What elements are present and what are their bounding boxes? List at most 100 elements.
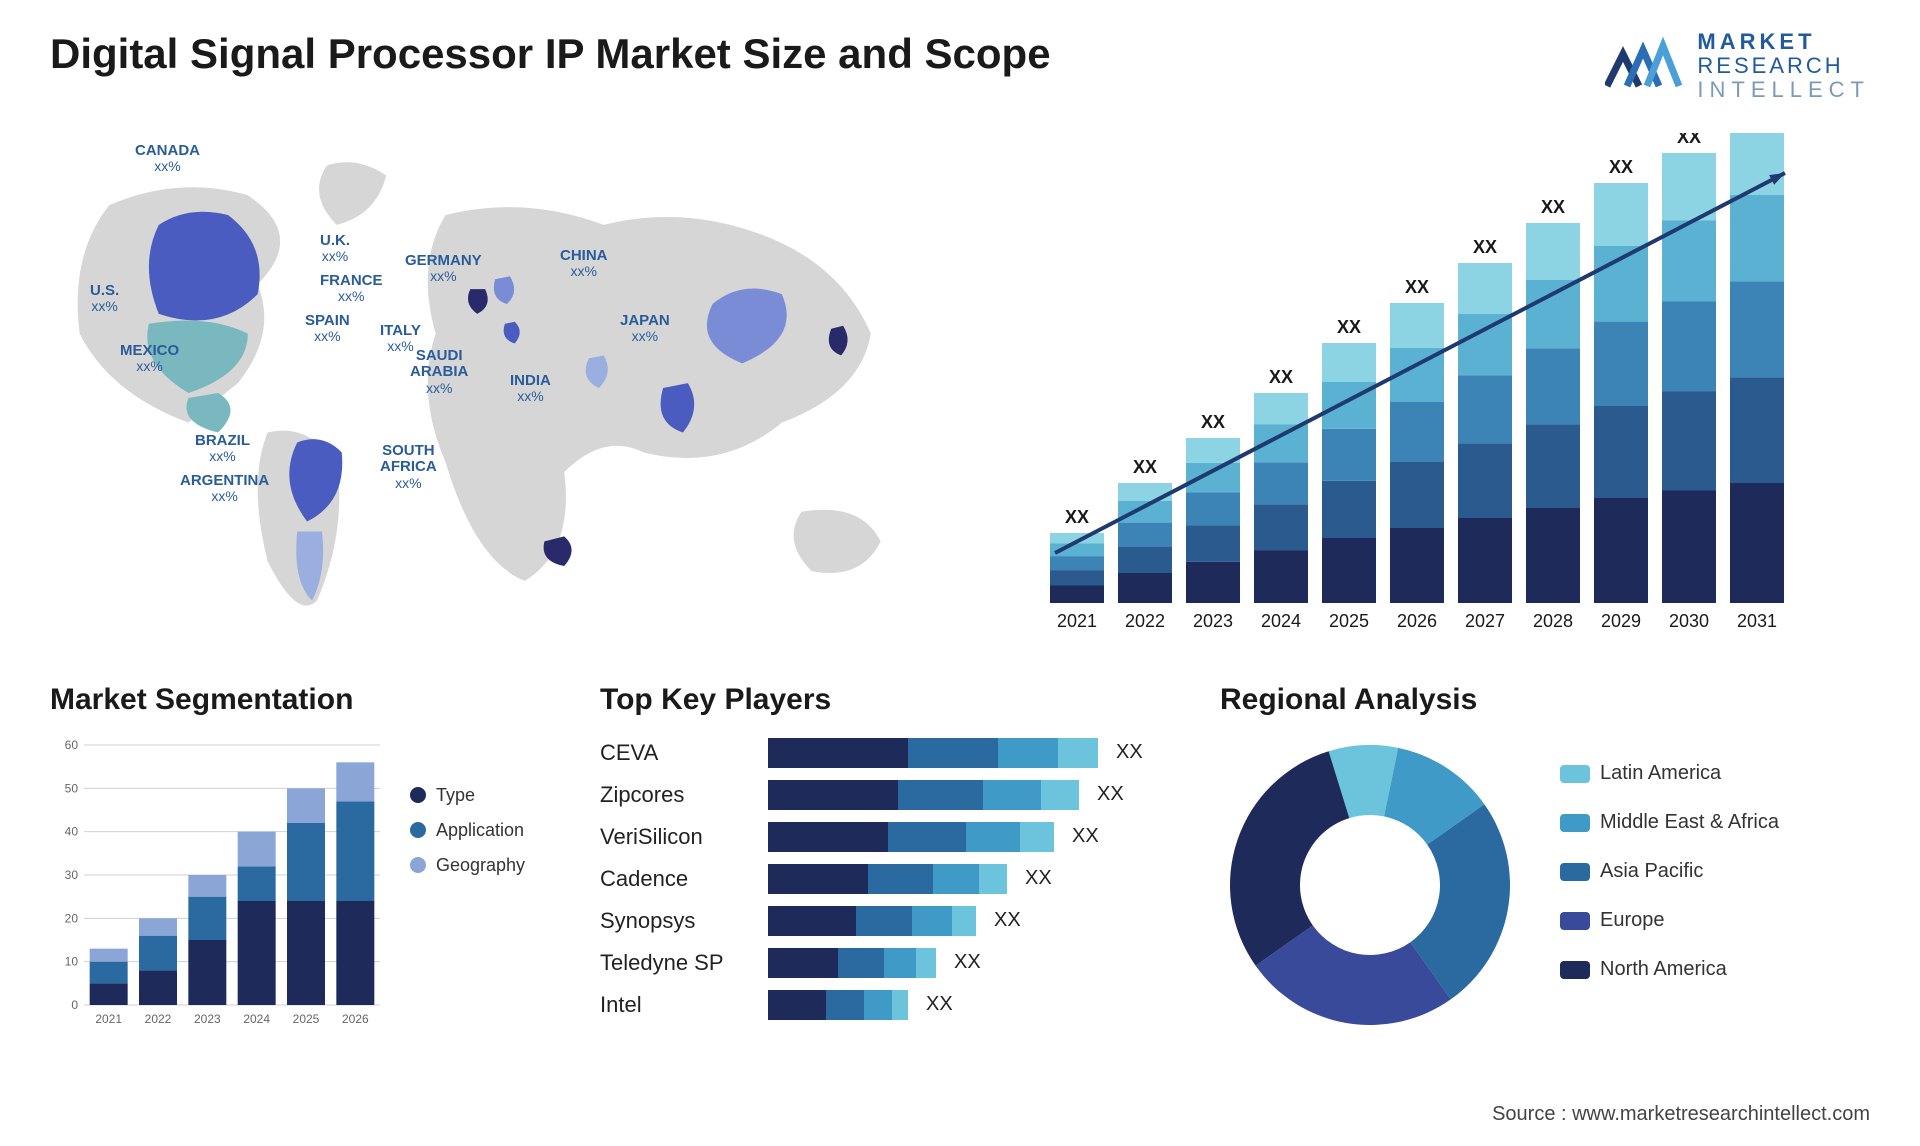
svg-text:XX: XX [1473, 237, 1497, 257]
player-bar [768, 738, 1098, 768]
player-row: Teledyne SP XX [600, 945, 1190, 981]
trend-chart: XX 2021 XX 2022 XX 2023 XX 2024 XX 2025 XX 2026 XX 20… [980, 133, 1870, 653]
player-value: XX [1072, 825, 1099, 848]
map-label: GERMANYxx% [405, 253, 482, 286]
map-label: SOUTHAFRICAxx% [380, 443, 437, 493]
map-label: SPAINxx% [305, 313, 350, 346]
source-label: Source : www.marketresearchintellect.com [1492, 1103, 1870, 1126]
segmentation-title: Market Segmentation [50, 683, 570, 717]
map-label: FRANCExx% [320, 273, 383, 306]
legend-item: Latin America [1560, 762, 1779, 785]
player-name: Zipcores [600, 782, 750, 808]
svg-text:20: 20 [65, 911, 79, 925]
svg-text:50: 50 [65, 781, 79, 795]
player-name: Cadence [600, 866, 750, 892]
svg-text:2023: 2023 [1193, 611, 1233, 631]
player-row: Intel XX [600, 987, 1190, 1023]
svg-text:2023: 2023 [194, 1012, 221, 1026]
svg-text:2027: 2027 [1465, 611, 1505, 631]
svg-text:0: 0 [71, 998, 78, 1012]
players-panel: Top Key Players CEVAXXZipcoresXXVeriSili… [600, 683, 1190, 1023]
players-title: Top Key Players [600, 683, 1190, 717]
svg-text:2021: 2021 [1057, 611, 1097, 631]
svg-text:2025: 2025 [1329, 611, 1369, 631]
player-bar [768, 822, 1054, 852]
svg-text:40: 40 [65, 824, 79, 838]
player-name: Intel [600, 992, 750, 1018]
player-row: CEVA XX [600, 735, 1190, 771]
legend-item: Europe [1560, 909, 1779, 932]
map-label: SAUDIARABIAxx% [410, 348, 468, 398]
segmentation-panel: Market Segmentation 0 10 20 30 40 50 60 2021 202… [50, 683, 570, 1035]
svg-text:XX: XX [1541, 197, 1565, 217]
svg-text:2022: 2022 [1125, 611, 1165, 631]
legend-item: Type [410, 785, 525, 806]
player-bar [768, 780, 1079, 810]
svg-text:60: 60 [65, 738, 79, 752]
svg-text:XX: XX [1405, 277, 1429, 297]
player-bar [768, 948, 936, 978]
svg-text:2024: 2024 [243, 1012, 270, 1026]
player-value: XX [1025, 867, 1052, 890]
regional-title: Regional Analysis [1220, 683, 1870, 717]
svg-text:XX: XX [1269, 367, 1293, 387]
map-label: CHINAxx% [560, 248, 608, 281]
player-name: Teledyne SP [600, 950, 750, 976]
svg-text:XX: XX [1201, 412, 1225, 432]
svg-text:2029: 2029 [1601, 611, 1641, 631]
svg-text:XX: XX [1677, 133, 1701, 147]
world-map-svg [50, 133, 940, 653]
regional-legend: Latin America Middle East & Africa Asia Pa… [1560, 762, 1779, 1007]
logo: MARKET RESEARCH INTELLECT [1605, 30, 1870, 103]
player-value: XX [994, 909, 1021, 932]
svg-text:2030: 2030 [1669, 611, 1709, 631]
logo-mark-icon [1605, 36, 1685, 96]
player-value: XX [1116, 741, 1143, 764]
svg-text:2026: 2026 [1397, 611, 1437, 631]
player-name: VeriSilicon [600, 824, 750, 850]
svg-text:2024: 2024 [1261, 611, 1301, 631]
svg-text:2028: 2028 [1533, 611, 1573, 631]
player-bar [768, 864, 1007, 894]
map-label: CANADAxx% [135, 143, 200, 176]
page-title: Digital Signal Processor IP Market Size … [50, 30, 1051, 78]
svg-text:2025: 2025 [293, 1012, 320, 1026]
map-label: JAPANxx% [620, 313, 670, 346]
player-value: XX [954, 951, 981, 974]
legend-item: Application [410, 820, 525, 841]
player-row: Zipcores XX [600, 777, 1190, 813]
svg-text:XX: XX [1337, 317, 1361, 337]
svg-text:XX: XX [1133, 457, 1157, 477]
player-bar [768, 906, 976, 936]
regional-donut [1220, 735, 1520, 1035]
player-value: XX [926, 993, 953, 1016]
svg-text:2031: 2031 [1737, 611, 1777, 631]
player-name: CEVA [600, 740, 750, 766]
player-row: Cadence XX [600, 861, 1190, 897]
legend-item: Geography [410, 855, 525, 876]
logo-text: MARKET RESEARCH INTELLECT [1697, 30, 1870, 103]
player-bar [768, 990, 908, 1020]
player-name: Synopsys [600, 908, 750, 934]
regional-panel: Regional Analysis Latin America Middle Ea… [1220, 683, 1870, 1035]
players-list: CEVA XX Zipcores XX VeriSilicon XX Cadence XX Sy… [600, 735, 1190, 1023]
svg-text:2026: 2026 [342, 1012, 369, 1026]
player-value: XX [1097, 783, 1124, 806]
svg-text:2022: 2022 [145, 1012, 172, 1026]
svg-text:XX: XX [1065, 507, 1089, 527]
svg-text:2021: 2021 [95, 1012, 122, 1026]
map-label: MEXICOxx% [120, 343, 179, 376]
legend-item: North America [1560, 958, 1779, 981]
legend-item: Middle East & Africa [1560, 811, 1779, 834]
map-label: INDIAxx% [510, 373, 551, 406]
svg-text:10: 10 [65, 954, 79, 968]
map-label: BRAZILxx% [195, 433, 250, 466]
player-row: VeriSilicon XX [600, 819, 1190, 855]
map-label: ARGENTINAxx% [180, 473, 269, 506]
map-label: U.S.xx% [90, 283, 119, 316]
svg-text:XX: XX [1609, 157, 1633, 177]
segmentation-chart: 0 10 20 30 40 50 60 2021 2022 2023 2024 2025 2026 [50, 735, 390, 1035]
segmentation-legend: Type Application Geography [410, 785, 525, 890]
legend-item: Asia Pacific [1560, 860, 1779, 883]
svg-text:30: 30 [65, 868, 79, 882]
